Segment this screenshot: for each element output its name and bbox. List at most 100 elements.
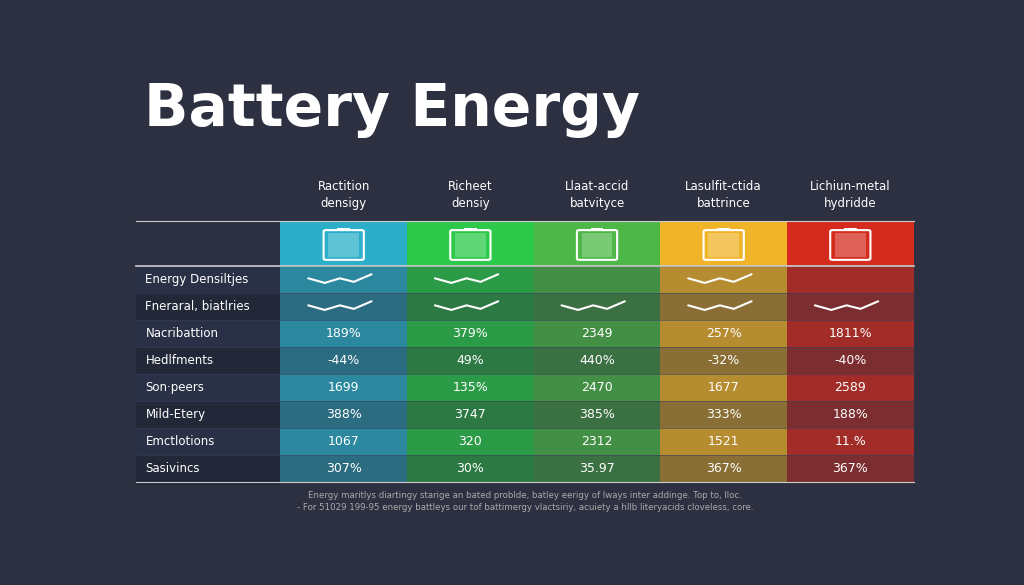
Bar [660, 293, 787, 320]
Text: 1521: 1521 [708, 435, 739, 448]
Text: 367%: 367% [833, 462, 868, 476]
Bar [787, 428, 913, 455]
Text: - For 51029 199-95 energy battleys our tof battimergy vlactsiriy, acuiety a hIlb: - For 51029 199-95 energy battleys our t… [297, 503, 753, 512]
Text: 2470: 2470 [582, 381, 613, 394]
Text: Lasulfit-ctida
battrince: Lasulfit-ctida battrince [685, 180, 762, 210]
Bar [534, 428, 660, 455]
Bar [534, 401, 660, 428]
Bar [787, 347, 913, 374]
Bar [787, 374, 913, 401]
Bar [787, 266, 913, 293]
Bar [407, 428, 534, 455]
Text: 379%: 379% [453, 327, 488, 340]
Text: 388%: 388% [326, 408, 361, 421]
Bar [136, 266, 281, 484]
Text: Ractition
densigy: Ractition densigy [317, 180, 370, 210]
Text: 11.%: 11.% [835, 435, 866, 448]
Text: 385%: 385% [580, 408, 615, 421]
Bar [281, 401, 407, 428]
Bar [464, 228, 476, 232]
Bar [407, 374, 534, 401]
Bar [407, 221, 534, 266]
Bar [281, 293, 407, 320]
Bar [787, 293, 913, 320]
Text: 257%: 257% [706, 327, 741, 340]
Bar [136, 293, 281, 320]
Bar [534, 293, 660, 320]
Text: 320: 320 [459, 435, 482, 448]
Bar [338, 228, 350, 232]
Bar [281, 428, 407, 455]
Bar [534, 374, 660, 401]
Text: Energy Densiltjes: Energy Densiltjes [145, 273, 249, 286]
Text: 2312: 2312 [582, 435, 612, 448]
Bar [455, 233, 485, 257]
Text: 189%: 189% [326, 327, 361, 340]
Text: 367%: 367% [706, 462, 741, 476]
Bar [660, 455, 787, 483]
Bar [534, 320, 660, 347]
Bar [591, 228, 603, 232]
Bar [660, 320, 787, 347]
Bar [407, 401, 534, 428]
Text: 1811%: 1811% [828, 327, 872, 340]
Bar [787, 455, 913, 483]
Text: Fneraral, biatlries: Fneraral, biatlries [145, 300, 250, 313]
Text: 1699: 1699 [328, 381, 359, 394]
Text: Hedlfments: Hedlfments [145, 355, 214, 367]
Text: Lichiun-metal
hydridde: Lichiun-metal hydridde [810, 180, 891, 210]
Bar [281, 266, 407, 293]
Text: Richeet
densiy: Richeet densiy [449, 180, 493, 210]
Bar [660, 266, 787, 293]
Text: 3747: 3747 [455, 408, 486, 421]
Text: -40%: -40% [835, 355, 866, 367]
Text: 188%: 188% [833, 408, 868, 421]
Bar [660, 374, 787, 401]
Bar [835, 233, 865, 257]
Text: 2589: 2589 [835, 381, 866, 394]
Bar [136, 428, 281, 455]
Text: 49%: 49% [457, 355, 484, 367]
Bar [709, 233, 739, 257]
Bar [660, 428, 787, 455]
Text: 440%: 440% [580, 355, 614, 367]
Text: 35.97: 35.97 [580, 462, 614, 476]
Bar [136, 401, 281, 428]
Bar [787, 320, 913, 347]
Bar [660, 401, 787, 428]
Bar [660, 347, 787, 374]
Text: 1067: 1067 [328, 435, 359, 448]
Bar [136, 266, 281, 293]
Bar [582, 233, 612, 257]
Text: Battery Energy: Battery Energy [143, 81, 640, 139]
Bar [136, 455, 281, 483]
Bar [534, 347, 660, 374]
Text: Nacribattion: Nacribattion [145, 327, 218, 340]
Text: -44%: -44% [328, 355, 359, 367]
Text: 1677: 1677 [708, 381, 739, 394]
Bar [407, 266, 534, 293]
Text: 307%: 307% [326, 462, 361, 476]
Text: Emctlotions: Emctlotions [145, 435, 215, 448]
Text: Son·peers: Son·peers [145, 381, 205, 394]
Bar [281, 455, 407, 483]
Bar [407, 293, 534, 320]
Bar [329, 233, 359, 257]
Bar [281, 347, 407, 374]
Bar [407, 455, 534, 483]
Bar [787, 401, 913, 428]
Text: Mild-Etery: Mild-Etery [145, 408, 206, 421]
Text: Energy maritlys diartingy starige an bated problde, batley eerigy of lways inter: Energy maritlys diartingy starige an bat… [308, 491, 741, 500]
Bar [136, 320, 281, 347]
Text: Llaat-accid
batvityce: Llaat-accid batvityce [565, 180, 629, 210]
Text: 333%: 333% [706, 408, 741, 421]
Bar [281, 320, 407, 347]
Bar [534, 455, 660, 483]
Text: 30%: 30% [457, 462, 484, 476]
Bar [407, 347, 534, 374]
Bar [844, 228, 856, 232]
Bar [136, 374, 281, 401]
Bar [281, 374, 407, 401]
Bar [136, 347, 281, 374]
Bar [787, 221, 913, 266]
